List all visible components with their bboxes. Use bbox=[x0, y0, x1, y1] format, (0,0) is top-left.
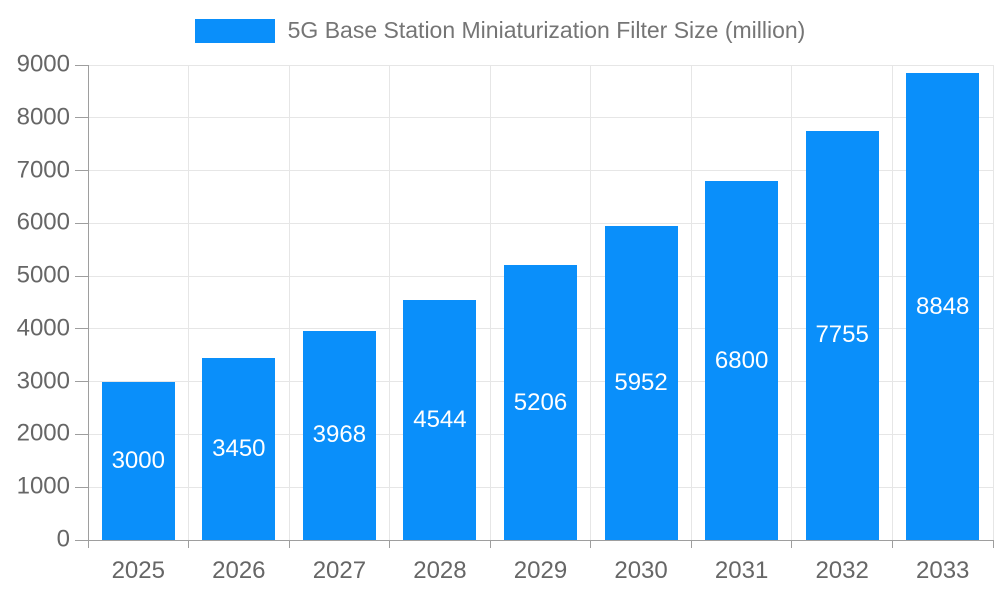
bar: 3450 bbox=[202, 357, 276, 540]
y-gridline bbox=[88, 222, 993, 224]
y-gridline bbox=[88, 64, 993, 66]
x-axis-label: 2031 bbox=[714, 557, 769, 584]
bar-value-label: 3968 bbox=[312, 421, 367, 449]
bar: 4544 bbox=[403, 300, 477, 540]
legend-label: 5G Base Station Miniaturization Filter S… bbox=[287, 17, 806, 43]
x-gridline bbox=[288, 65, 290, 540]
legend: 5G Base Station Miniaturization Filter S… bbox=[0, 17, 1000, 44]
y-tick bbox=[75, 433, 88, 435]
y-tick bbox=[75, 275, 88, 277]
y-gridline bbox=[88, 117, 993, 119]
y-tick bbox=[75, 117, 88, 119]
bar-value-label: 8848 bbox=[916, 292, 970, 320]
bar-value-label: 6800 bbox=[714, 346, 769, 374]
x-gridline bbox=[590, 65, 592, 540]
y-axis-label: 3000 bbox=[16, 367, 70, 395]
y-tick bbox=[75, 170, 88, 172]
x-axis-label: 2025 bbox=[111, 557, 165, 584]
y-axis-label: 0 bbox=[56, 525, 70, 553]
bar: 5952 bbox=[604, 225, 678, 540]
x-tick bbox=[690, 540, 692, 548]
x-gridline bbox=[489, 65, 491, 540]
x-axis-line bbox=[88, 539, 993, 541]
x-tick bbox=[389, 540, 391, 548]
y-axis-label: 2000 bbox=[16, 419, 70, 447]
y-tick bbox=[75, 222, 88, 224]
y-tick bbox=[75, 381, 88, 383]
y-tick bbox=[75, 539, 88, 541]
bar: 3968 bbox=[302, 330, 376, 540]
x-tick bbox=[791, 540, 793, 548]
bar: 6800 bbox=[705, 181, 779, 540]
x-tick bbox=[489, 540, 491, 548]
x-axis-label: 2032 bbox=[815, 557, 869, 584]
bar-value-label: 5206 bbox=[513, 388, 568, 416]
x-tick bbox=[188, 540, 190, 548]
bar-value-label: 7755 bbox=[815, 321, 869, 349]
y-axis-label: 6000 bbox=[16, 208, 70, 236]
bar-value-label: 3450 bbox=[212, 434, 266, 462]
y-gridline bbox=[88, 170, 993, 172]
y-tick bbox=[75, 328, 88, 330]
x-axis-label: 2027 bbox=[312, 557, 367, 584]
y-axis-label: 4000 bbox=[16, 314, 70, 342]
x-tick bbox=[891, 540, 893, 548]
x-axis-label: 2029 bbox=[513, 557, 568, 584]
bar: 8848 bbox=[906, 73, 980, 540]
x-tick bbox=[992, 540, 994, 548]
bar: 5206 bbox=[504, 265, 577, 540]
y-axis-label: 9000 bbox=[16, 50, 70, 78]
y-tick bbox=[75, 486, 88, 488]
legend-swatch bbox=[194, 18, 275, 43]
y-tick bbox=[75, 64, 88, 66]
x-axis-label: 2026 bbox=[212, 557, 266, 584]
x-gridline bbox=[389, 65, 391, 540]
bar: 7755 bbox=[805, 130, 879, 540]
bar-value-label: 4544 bbox=[413, 406, 467, 434]
x-gridline bbox=[188, 65, 190, 540]
x-axis-label: 2033 bbox=[916, 557, 970, 584]
y-axis-label: 5000 bbox=[16, 261, 70, 289]
x-tick bbox=[590, 540, 592, 548]
x-axis-label: 2030 bbox=[614, 557, 668, 584]
x-gridline bbox=[992, 65, 994, 540]
bar-value-label: 3000 bbox=[111, 446, 165, 474]
y-axis-label: 8000 bbox=[16, 103, 70, 131]
y-axis-label: 1000 bbox=[16, 472, 70, 500]
x-axis-label: 2028 bbox=[413, 557, 467, 584]
x-gridline bbox=[791, 65, 793, 540]
bar: 3000 bbox=[101, 381, 175, 540]
y-axis-line bbox=[87, 65, 89, 548]
y-axis-label: 7000 bbox=[16, 155, 70, 183]
x-gridline bbox=[891, 65, 893, 540]
x-gridline bbox=[690, 65, 692, 540]
x-tick bbox=[288, 540, 290, 548]
bar-value-label: 5952 bbox=[614, 368, 668, 396]
